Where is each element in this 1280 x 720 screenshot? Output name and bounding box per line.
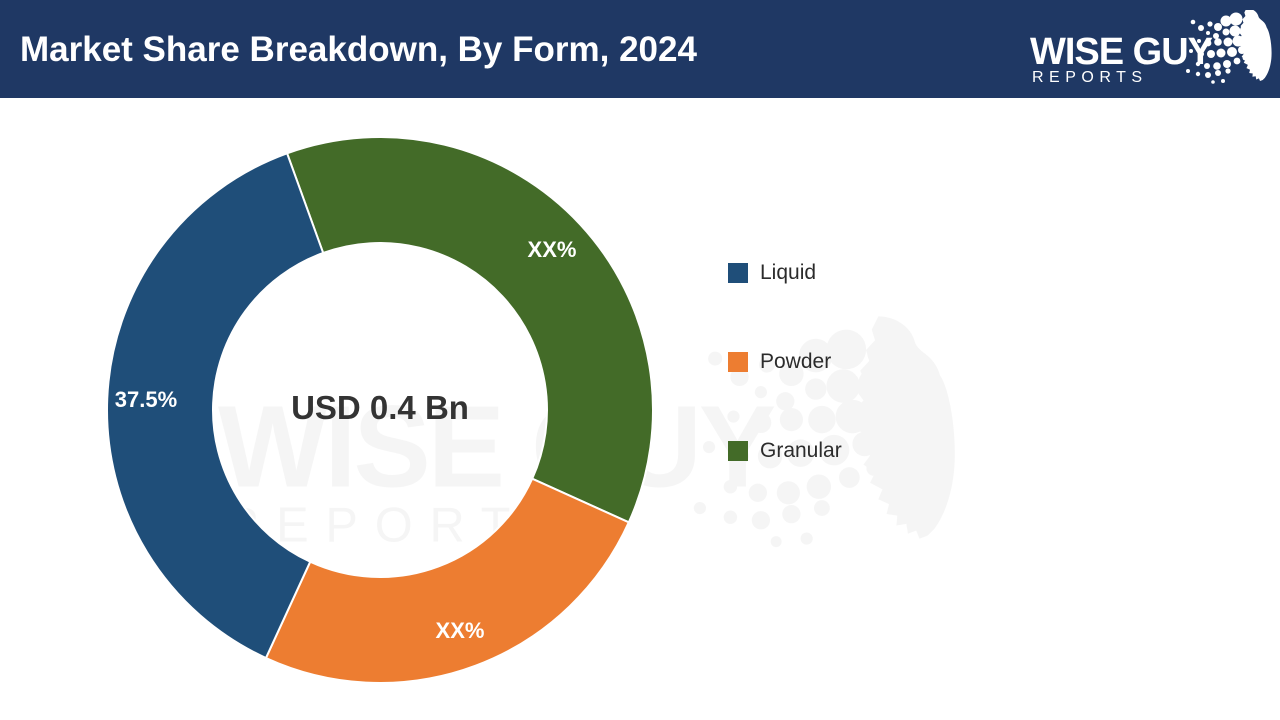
svg-text:XX%: XX% (436, 618, 485, 643)
svg-text:XX%: XX% (528, 237, 577, 262)
svg-text:USD 0.4 Bn: USD 0.4 Bn (291, 389, 469, 426)
svg-text:37.5%: 37.5% (115, 387, 177, 412)
svg-text:REPORTS: REPORTS (1032, 69, 1148, 86)
svg-text:WISE GUY: WISE GUY (1030, 31, 1213, 73)
